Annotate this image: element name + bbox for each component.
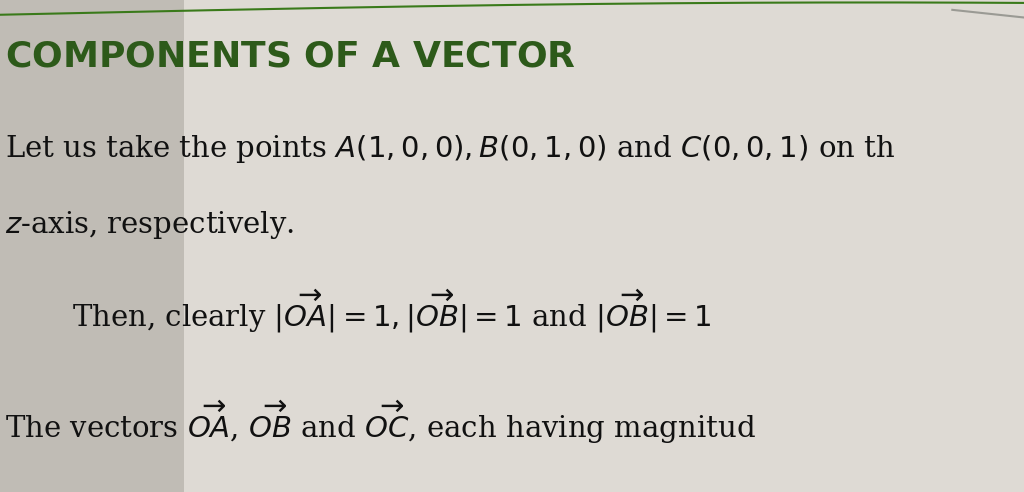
Text: $\mathbf{C}$OMPONENTS OF A $\mathbf{V}$ECTOR: $\mathbf{C}$OMPONENTS OF A $\mathbf{V}$E…: [5, 39, 575, 73]
Text: $z$-axis, respectively.: $z$-axis, respectively.: [5, 209, 294, 241]
Text: The vectors $\overrightarrow{OA}$, $\overrightarrow{OB}$ and $\overrightarrow{OC: The vectors $\overrightarrow{OA}$, $\ove…: [5, 399, 756, 446]
Text: Then, clearly $|\overrightarrow{OA}|=1,|\overrightarrow{OB}|=1$ and $|\overright: Then, clearly $|\overrightarrow{OA}|=1,|…: [72, 288, 712, 335]
Text: Let us take the points $A(1,0,0), B(0,1,0)$ and $C(0,0,1)$ on th: Let us take the points $A(1,0,0), B(0,1,…: [5, 133, 895, 165]
FancyBboxPatch shape: [0, 0, 184, 492]
